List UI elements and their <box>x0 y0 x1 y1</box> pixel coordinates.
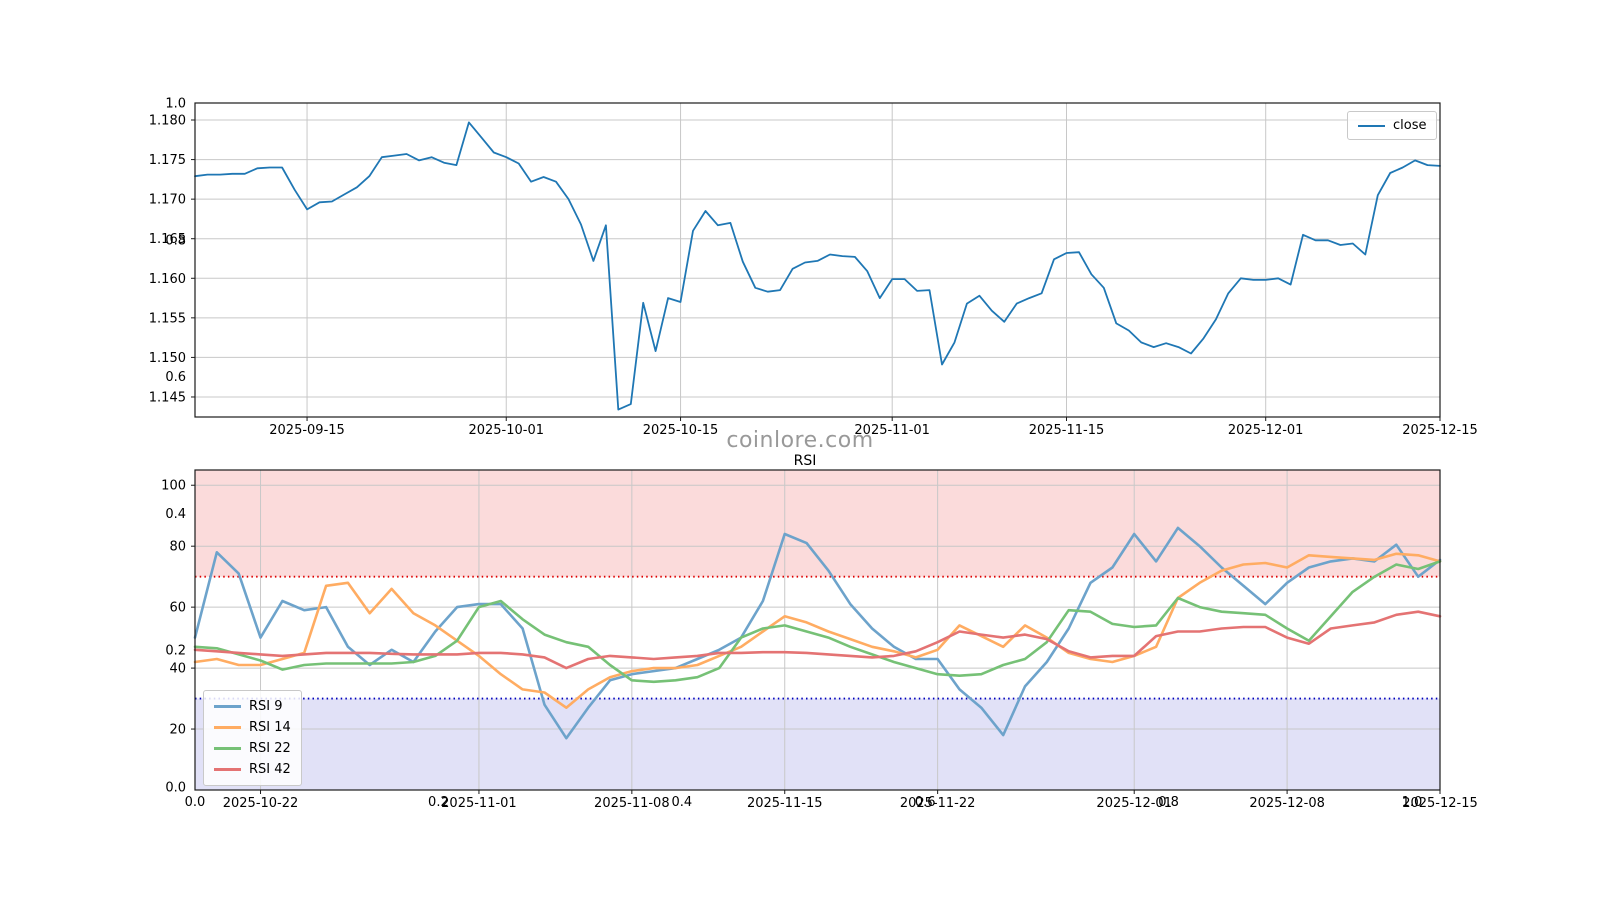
overlay-x-tick-label: 0.6 <box>915 795 936 810</box>
legend-swatch <box>214 747 241 750</box>
legend-label-close: close <box>1393 118 1427 133</box>
axes-spine <box>194 102 1441 418</box>
overlay-y-tick-label: 0.4 <box>165 507 186 522</box>
legend-label: RSI 42 <box>249 762 291 777</box>
legend-label: RSI 22 <box>249 741 291 756</box>
x-tick-label: 2025-11-01 <box>441 796 517 811</box>
legend-swatch <box>214 705 241 708</box>
overlay-x-tick-label: 1.0 <box>1402 795 1423 810</box>
overlay-y-tick-label: 0.6 <box>165 370 186 385</box>
x-tick-label: 2025-12-15 <box>1402 796 1478 811</box>
series-rsi-22 <box>193 560 1442 684</box>
series-rsi-42 <box>193 610 1442 670</box>
y-tick-label: 100 <box>161 479 186 494</box>
series-close <box>194 121 1441 411</box>
legend-item-rsi-42: RSI 42 <box>204 759 301 780</box>
legend-swatch <box>214 768 241 771</box>
x-tick-label: 2025-11-01 <box>854 423 930 438</box>
rsi-legend: RSI 9 RSI 14 RSI 22 RSI 42 <box>203 690 302 786</box>
x-tick-label: 2025-11-15 <box>747 796 823 811</box>
y-tick-label: 40 <box>169 662 186 677</box>
x-tick-label: 2025-09-15 <box>269 423 345 438</box>
overlay-y-tick-label: 0.8 <box>165 233 186 248</box>
y-tick-label: 1.165 <box>149 232 186 247</box>
axes-spine <box>194 469 1441 791</box>
y-tick-label: 1.145 <box>149 390 186 405</box>
rsi-panel-title: RSI <box>793 453 817 469</box>
x-tick-label: 2025-11-15 <box>1029 423 1105 438</box>
y-tick-label: 1.170 <box>149 193 186 208</box>
x-tick-label: 2025-10-22 <box>223 796 299 811</box>
y-tick-label: 1.150 <box>149 351 186 366</box>
y-tick-label: 60 <box>169 601 186 616</box>
y-tick-label: 1.155 <box>149 311 186 326</box>
legend-label: RSI 14 <box>249 720 291 735</box>
overlay-y-tick-label: 0.0 <box>165 781 186 796</box>
overlay-y-tick-label: 1.0 <box>165 97 186 112</box>
x-tick-label: 2025-10-15 <box>643 423 719 438</box>
legend-item-rsi-22: RSI 22 <box>204 738 301 759</box>
legend-label: RSI 9 <box>249 699 283 714</box>
overbought-band <box>195 470 1440 577</box>
y-tick-label: 20 <box>169 723 186 738</box>
x-tick-label: 2025-11-08 <box>594 796 670 811</box>
series-rsi-14 <box>193 552 1442 710</box>
legend-item-close: close <box>1348 115 1436 136</box>
overlay-x-tick-label: 0.0 <box>185 795 206 810</box>
close-legend: close <box>1347 111 1438 140</box>
watermark: coinlore.com <box>726 428 874 453</box>
overlay-x-tick-label: 0.8 <box>1158 795 1179 810</box>
x-tick-label: 2025-10-01 <box>468 423 544 438</box>
legend-item-rsi-9: RSI 9 <box>204 696 301 717</box>
overlay-x-tick-label: 0.4 <box>671 795 692 810</box>
x-tick-label: 2025-12-01 <box>1096 796 1172 811</box>
overlay-y-tick-label: 0.2 <box>165 644 186 659</box>
legend-swatch <box>214 726 241 729</box>
x-tick-label: 2025-12-01 <box>1228 423 1304 438</box>
y-tick-label: 1.180 <box>149 114 186 129</box>
rsi-legend-items: RSI 9 RSI 14 RSI 22 RSI 42 <box>204 696 301 780</box>
overlay-x-tick-label: 0.2 <box>428 795 449 810</box>
legend-item-rsi-14: RSI 14 <box>204 717 301 738</box>
y-tick-label: 1.175 <box>149 153 186 168</box>
series-rsi-9 <box>193 526 1442 740</box>
y-tick-label: 80 <box>169 540 186 555</box>
close-line-swatch <box>1358 124 1385 127</box>
y-tick-label: 1.160 <box>149 272 186 287</box>
x-tick-label: 2025-12-08 <box>1249 796 1325 811</box>
x-tick-label: 2025-12-15 <box>1402 423 1478 438</box>
oversold-band <box>195 698 1440 790</box>
x-tick-label: 2025-11-22 <box>900 796 976 811</box>
